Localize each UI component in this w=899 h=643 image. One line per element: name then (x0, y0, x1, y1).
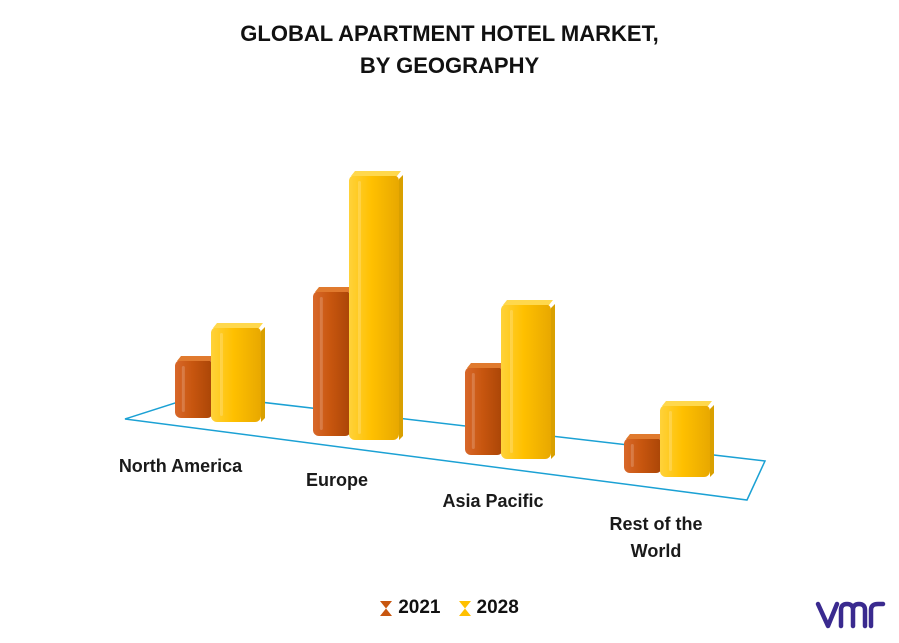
bars-group (175, 171, 714, 477)
bar-2021-rest-of-the-world (624, 434, 666, 473)
chart-title-line-2: BY GEOGRAPHY (359, 53, 540, 78)
chart-title: GLOBAL APARTMENT HOTEL MARKET, BY GEOGRA… (0, 18, 899, 82)
bar-2021-north-america (175, 356, 217, 418)
legend-item-2028: 2028 (458, 597, 519, 619)
hourglass-icon (458, 600, 471, 616)
bar-2028-rest-of-the-world (660, 401, 714, 477)
bar-2021-europe (313, 287, 355, 436)
legend-label-2028: 2028 (476, 597, 519, 618)
category-label-rest-of-the-world: Rest of the World (596, 511, 716, 565)
bar-2021-asia-pacific (465, 363, 507, 455)
legend: 2021 2028 (0, 597, 899, 619)
category-label-north-america: North America (118, 453, 243, 480)
category-label-europe: Europe (292, 467, 382, 494)
vmr-logo-icon (815, 601, 886, 629)
bar-2028-north-america (211, 323, 265, 422)
category-label-line: Europe (305, 470, 368, 490)
chart-title-line-1: GLOBAL APARTMENT HOTEL MARKET, (240, 21, 659, 46)
category-label-line: World (630, 541, 682, 561)
category-label-asia-pacific: Asia Pacific (428, 488, 558, 515)
category-label-line: Rest of the (609, 514, 703, 534)
category-label-line: North America (118, 456, 243, 476)
legend-label-2021: 2021 (398, 597, 441, 618)
category-label-line: Asia Pacific (442, 491, 544, 511)
bar-2028-europe (349, 171, 403, 440)
bar-2028-asia-pacific (501, 300, 555, 459)
vmr-logo (815, 598, 887, 637)
legend-item-2021: 2021 (380, 597, 441, 619)
hourglass-icon (380, 600, 393, 616)
